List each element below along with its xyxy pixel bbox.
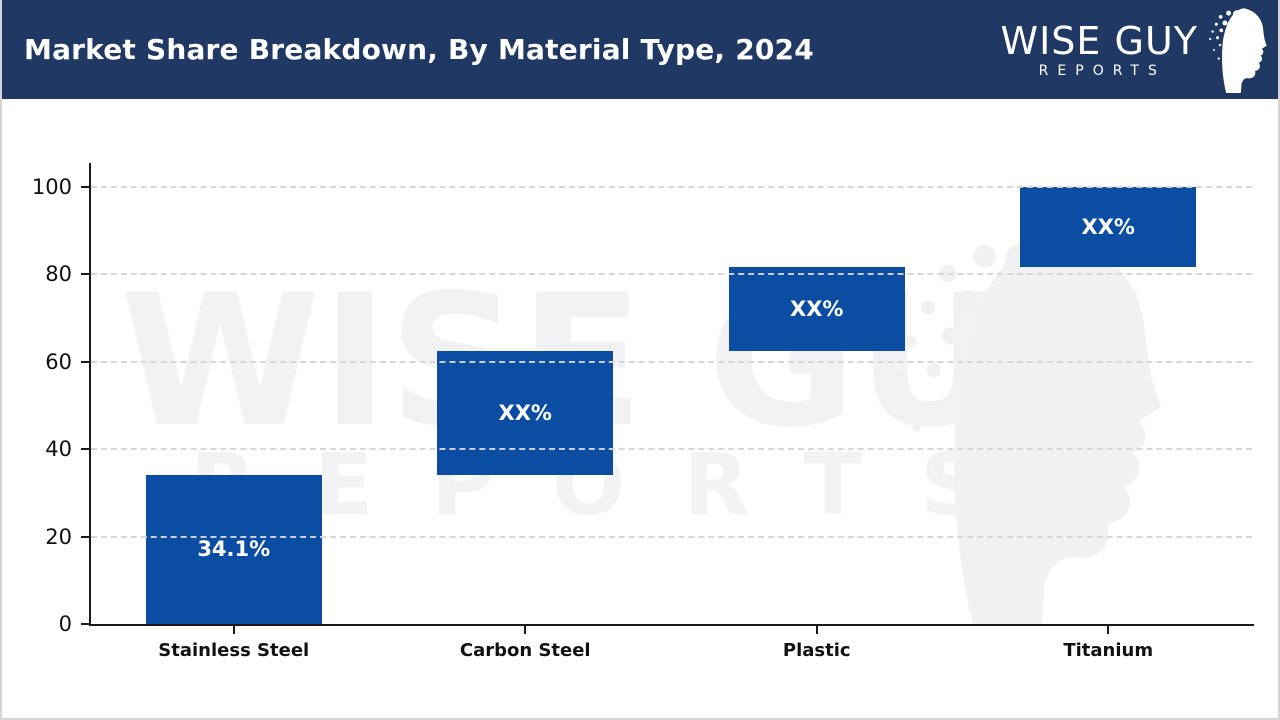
gridline-20 bbox=[91, 535, 1252, 538]
wiseguy-logo: WISE GUY REPORTS bbox=[1001, 4, 1272, 96]
gridline-60 bbox=[91, 360, 1252, 363]
y-tick-mark-0 bbox=[81, 623, 90, 625]
x-tick-mark-carbon-steel bbox=[524, 626, 527, 634]
gridline-40 bbox=[91, 448, 1252, 450]
y-tick-mark-100 bbox=[81, 185, 90, 188]
gridline-80 bbox=[91, 273, 1252, 275]
x-axis-line bbox=[89, 624, 1254, 626]
x-category-label-plastic: Plastic bbox=[782, 640, 851, 661]
y-tick-mark-20 bbox=[81, 535, 90, 538]
watermark-face-icon bbox=[894, 233, 1162, 626]
y-tick-label-80: 80 bbox=[45, 262, 72, 286]
y-tick-label-60: 60 bbox=[45, 349, 72, 374]
bar-stainless-steel bbox=[145, 474, 322, 624]
y-tick-mark-60 bbox=[81, 360, 90, 363]
y-axis-line bbox=[89, 163, 91, 626]
bar-titanium bbox=[1020, 186, 1197, 268]
y-tick-mark-80 bbox=[81, 273, 90, 275]
bar-label-plastic: XX% bbox=[790, 297, 844, 321]
x-category-label-stainless-steel: Stainless Steel bbox=[158, 640, 310, 661]
y-tick-label-100: 100 bbox=[31, 174, 72, 199]
y-tick-label-0: 0 bbox=[58, 612, 72, 636]
x-tick-mark-titanium bbox=[1107, 626, 1110, 634]
gridline-100 bbox=[91, 185, 1252, 188]
logo-wordmark: WISE GUY bbox=[1000, 18, 1198, 63]
y-tick-label-40: 40 bbox=[45, 437, 72, 461]
bar-label-titanium: XX% bbox=[1081, 214, 1135, 239]
header-bar: Market Share Breakdown, By Material Type… bbox=[2, 0, 1278, 99]
x-tick-mark-plastic bbox=[815, 626, 818, 634]
bar-label-stainless-steel: 34.1% bbox=[197, 537, 271, 562]
x-category-label-carbon-steel: Carbon Steel bbox=[459, 640, 591, 661]
bar-label-carbon-steel: XX% bbox=[498, 400, 552, 425]
logo-text: WISE GUY REPORTS bbox=[1000, 18, 1198, 80]
chart-title: Market Share Breakdown, By Material Type… bbox=[24, 33, 814, 66]
logo-face-icon bbox=[1209, 8, 1267, 93]
x-category-label-titanium: Titanium bbox=[1063, 640, 1154, 661]
bar-plastic bbox=[728, 267, 905, 351]
logo-subtext: REPORTS bbox=[1038, 63, 1166, 80]
y-tick-mark-40 bbox=[81, 448, 90, 450]
x-tick-mark-stainless-steel bbox=[232, 626, 235, 634]
y-tick-label-20: 20 bbox=[45, 524, 72, 549]
bar-carbon-steel bbox=[437, 350, 614, 475]
